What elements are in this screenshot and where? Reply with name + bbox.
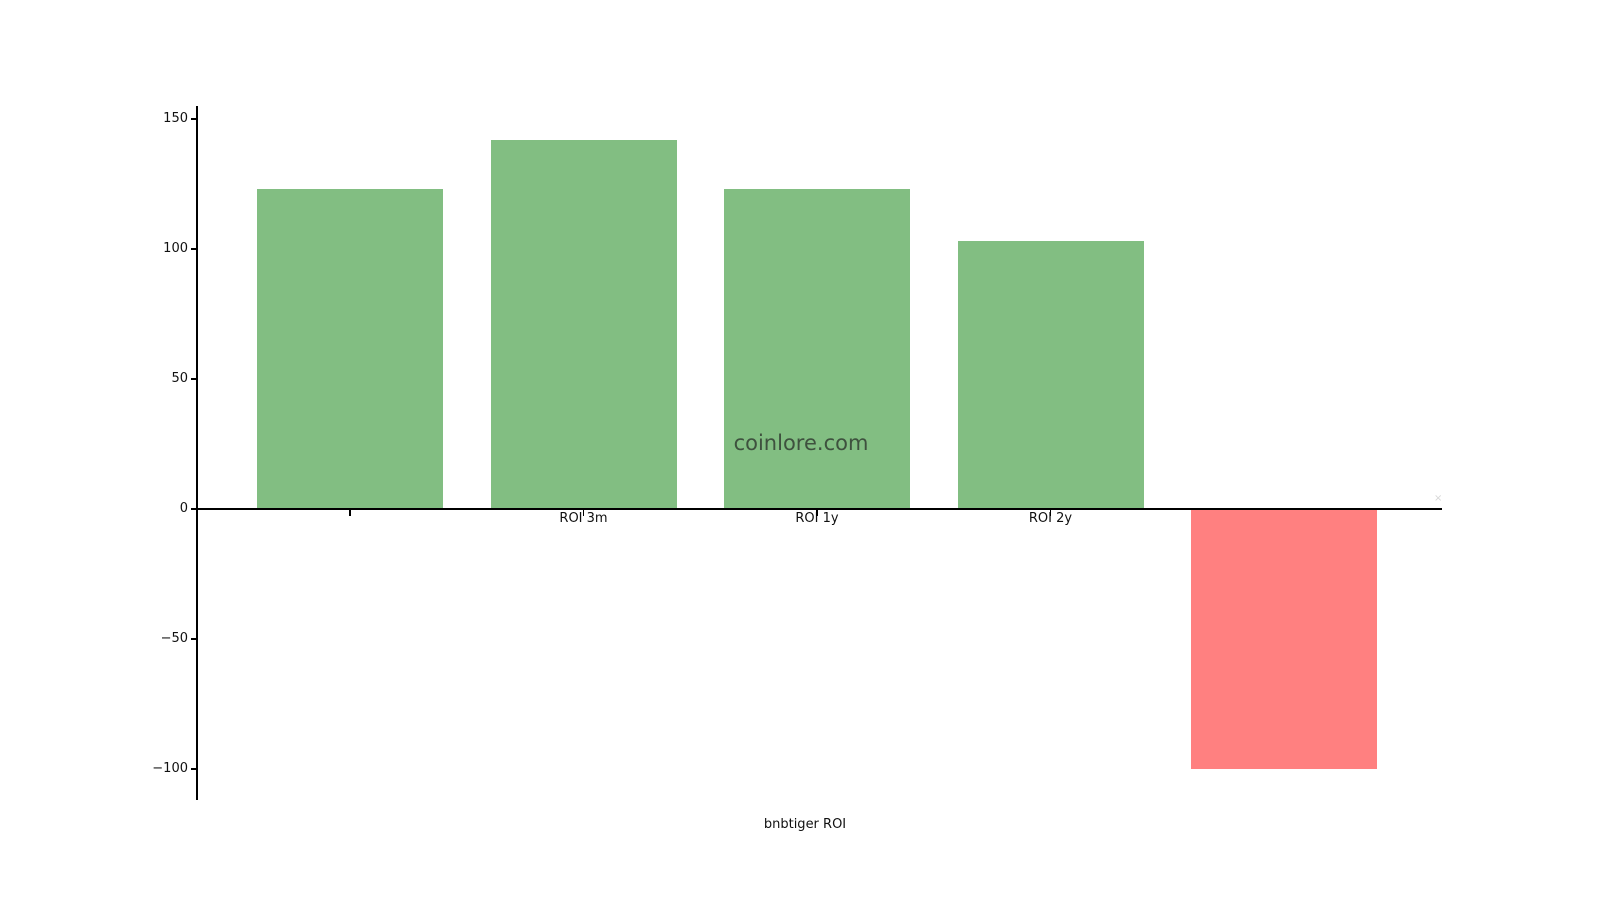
y-tick-mark	[191, 248, 196, 250]
bar-roi-1y	[724, 189, 910, 509]
axis-end-artifact: ×	[1434, 493, 1443, 504]
y-tick-mark	[191, 638, 196, 640]
y-tick-mark	[191, 118, 196, 120]
bar-unlabeled-4	[1191, 509, 1377, 769]
y-tick-label: −50	[160, 631, 188, 646]
chart-title: bnbtiger ROI	[763, 817, 847, 832]
y-tick-label: 0	[179, 501, 188, 516]
y-tick-label: 100	[163, 241, 188, 256]
x-tick-label-roi-1y: ROI 1y	[795, 511, 839, 526]
y-tick-label: −100	[152, 761, 188, 776]
x-tick-label-roi-2y: ROI 2y	[1028, 511, 1073, 526]
y-tick-label: 50	[171, 371, 188, 386]
y-tick-label: 150	[163, 111, 188, 126]
x-tick-mark	[349, 509, 351, 516]
bar-roi-2y	[957, 241, 1144, 509]
bar-roi-3m	[490, 139, 677, 509]
x-tick-label-roi-3m: ROI 3m	[559, 511, 608, 526]
x-tick-mark	[582, 509, 585, 516]
y-axis-spine	[196, 106, 198, 800]
y-tick-mark	[191, 508, 196, 510]
bar-unlabeled-0	[257, 189, 443, 509]
y-tick-mark	[191, 768, 196, 770]
x-axis-line	[196, 508, 1442, 510]
y-tick-mark	[191, 378, 196, 380]
x-tick-mark	[1049, 509, 1052, 516]
x-tick-mark	[816, 509, 818, 516]
watermark-text: coinlore.com	[733, 431, 869, 455]
